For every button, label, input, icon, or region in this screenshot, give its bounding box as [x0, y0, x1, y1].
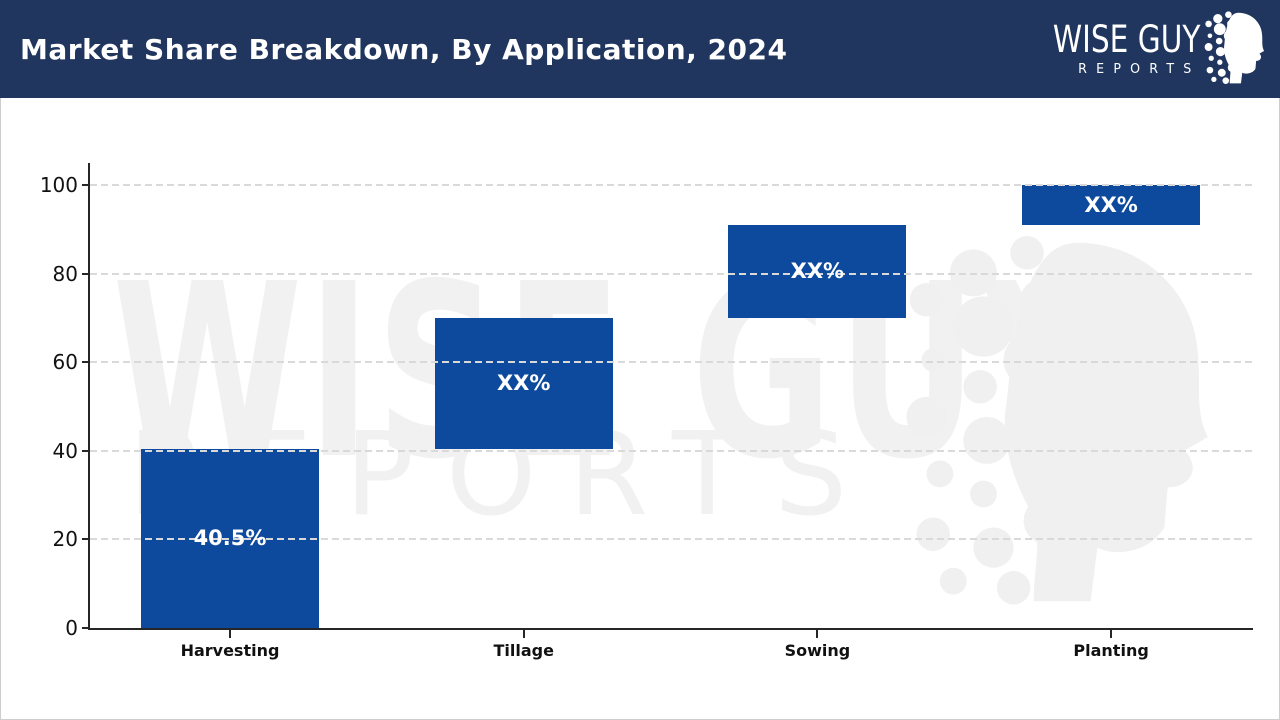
y-axis-tick-60 — [82, 361, 90, 364]
y-axis-tick-label: 0 — [65, 616, 78, 640]
header-bar: Market Share Breakdown, By Application, … — [0, 0, 1280, 98]
x-axis-tick-sowing — [816, 630, 819, 638]
y-axis-tick-label: 20 — [52, 527, 78, 552]
wiseguy-logo: WISE GUY REPORTS — [1016, 9, 1268, 89]
bar-value-label: XX% — [496, 371, 551, 396]
y-axis-tick-label: 100 — [39, 173, 78, 197]
y-axis-tick-40 — [82, 449, 90, 452]
y-axis-tick-80 — [82, 272, 90, 275]
y-axis-tick-100 — [82, 184, 90, 186]
y-axis-tick-20 — [82, 538, 90, 541]
x-axis-category-label: Harvesting — [180, 641, 280, 660]
bar-value-label: 40.5% — [193, 526, 267, 551]
gridline-40 — [90, 449, 1253, 452]
x-axis-line — [88, 628, 1253, 630]
gridline-100 — [90, 184, 1253, 186]
bar-planting — [1022, 185, 1201, 225]
x-axis-tick-planting — [1110, 630, 1113, 638]
x-axis-tick-harvesting — [229, 630, 231, 638]
gridline-60 — [90, 361, 1253, 364]
bar-harvesting — [141, 448, 319, 628]
bar-tillage — [434, 317, 613, 449]
bar-value-label: XX% — [1084, 192, 1138, 217]
x-axis-category-label: Tillage — [493, 641, 554, 660]
y-axis-tick-label: 60 — [52, 350, 78, 375]
logo-wordmark: WISE GUY — [1052, 17, 1200, 61]
y-axis-tick-label: 80 — [52, 261, 78, 286]
y-axis-tick-0 — [82, 627, 90, 629]
y-axis-tick-label: 40 — [52, 438, 78, 463]
bar-value-label: XX% — [790, 259, 845, 284]
gridline-80 — [90, 272, 1253, 275]
wiseguy-logo-text: WISE GUY REPORTS — [1016, 17, 1200, 78]
gridline-20 — [90, 538, 1253, 541]
x-axis-tick-tillage — [522, 630, 525, 638]
watermark-face-icon — [906, 236, 1208, 605]
x-axis-category-label: Sowing — [784, 641, 851, 660]
page-title: Market Share Breakdown, By Application, … — [20, 32, 788, 66]
y-axis-line — [88, 163, 90, 630]
logo-subtitle: REPORTS — [1077, 62, 1200, 78]
x-axis-category-label: Planting — [1073, 641, 1149, 660]
bar-sowing — [728, 224, 907, 318]
wiseguy-face-icon — [1204, 11, 1265, 84]
